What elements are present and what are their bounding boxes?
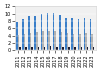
Bar — [50, 46, 51, 50]
Bar — [90, 19, 91, 50]
Bar — [74, 47, 76, 50]
Bar — [65, 18, 67, 50]
Bar — [87, 47, 88, 50]
Bar — [38, 47, 39, 50]
Bar — [19, 47, 21, 50]
Bar — [68, 47, 70, 50]
Bar — [34, 16, 36, 50]
Bar — [48, 31, 50, 50]
Bar — [36, 32, 38, 50]
Bar — [84, 18, 85, 50]
Bar — [44, 47, 45, 50]
Bar — [93, 47, 94, 50]
Bar — [24, 34, 25, 50]
Bar — [67, 33, 68, 50]
Bar — [22, 19, 24, 50]
Bar — [71, 18, 73, 50]
Bar — [79, 34, 81, 50]
Bar — [28, 16, 30, 50]
Bar — [81, 47, 82, 50]
Bar — [30, 33, 31, 50]
Bar — [41, 14, 42, 50]
Bar — [25, 47, 27, 50]
Bar — [31, 47, 33, 50]
Bar — [53, 13, 54, 50]
Bar — [85, 33, 87, 50]
Bar — [59, 15, 61, 50]
Bar — [54, 31, 56, 50]
Bar — [56, 47, 58, 50]
Bar — [18, 35, 19, 50]
Bar — [62, 47, 64, 50]
Bar — [61, 32, 62, 50]
Bar — [91, 34, 93, 50]
Bar — [42, 31, 44, 50]
Bar — [16, 22, 18, 50]
Bar — [47, 13, 48, 50]
Bar — [78, 19, 79, 50]
Bar — [73, 34, 74, 50]
